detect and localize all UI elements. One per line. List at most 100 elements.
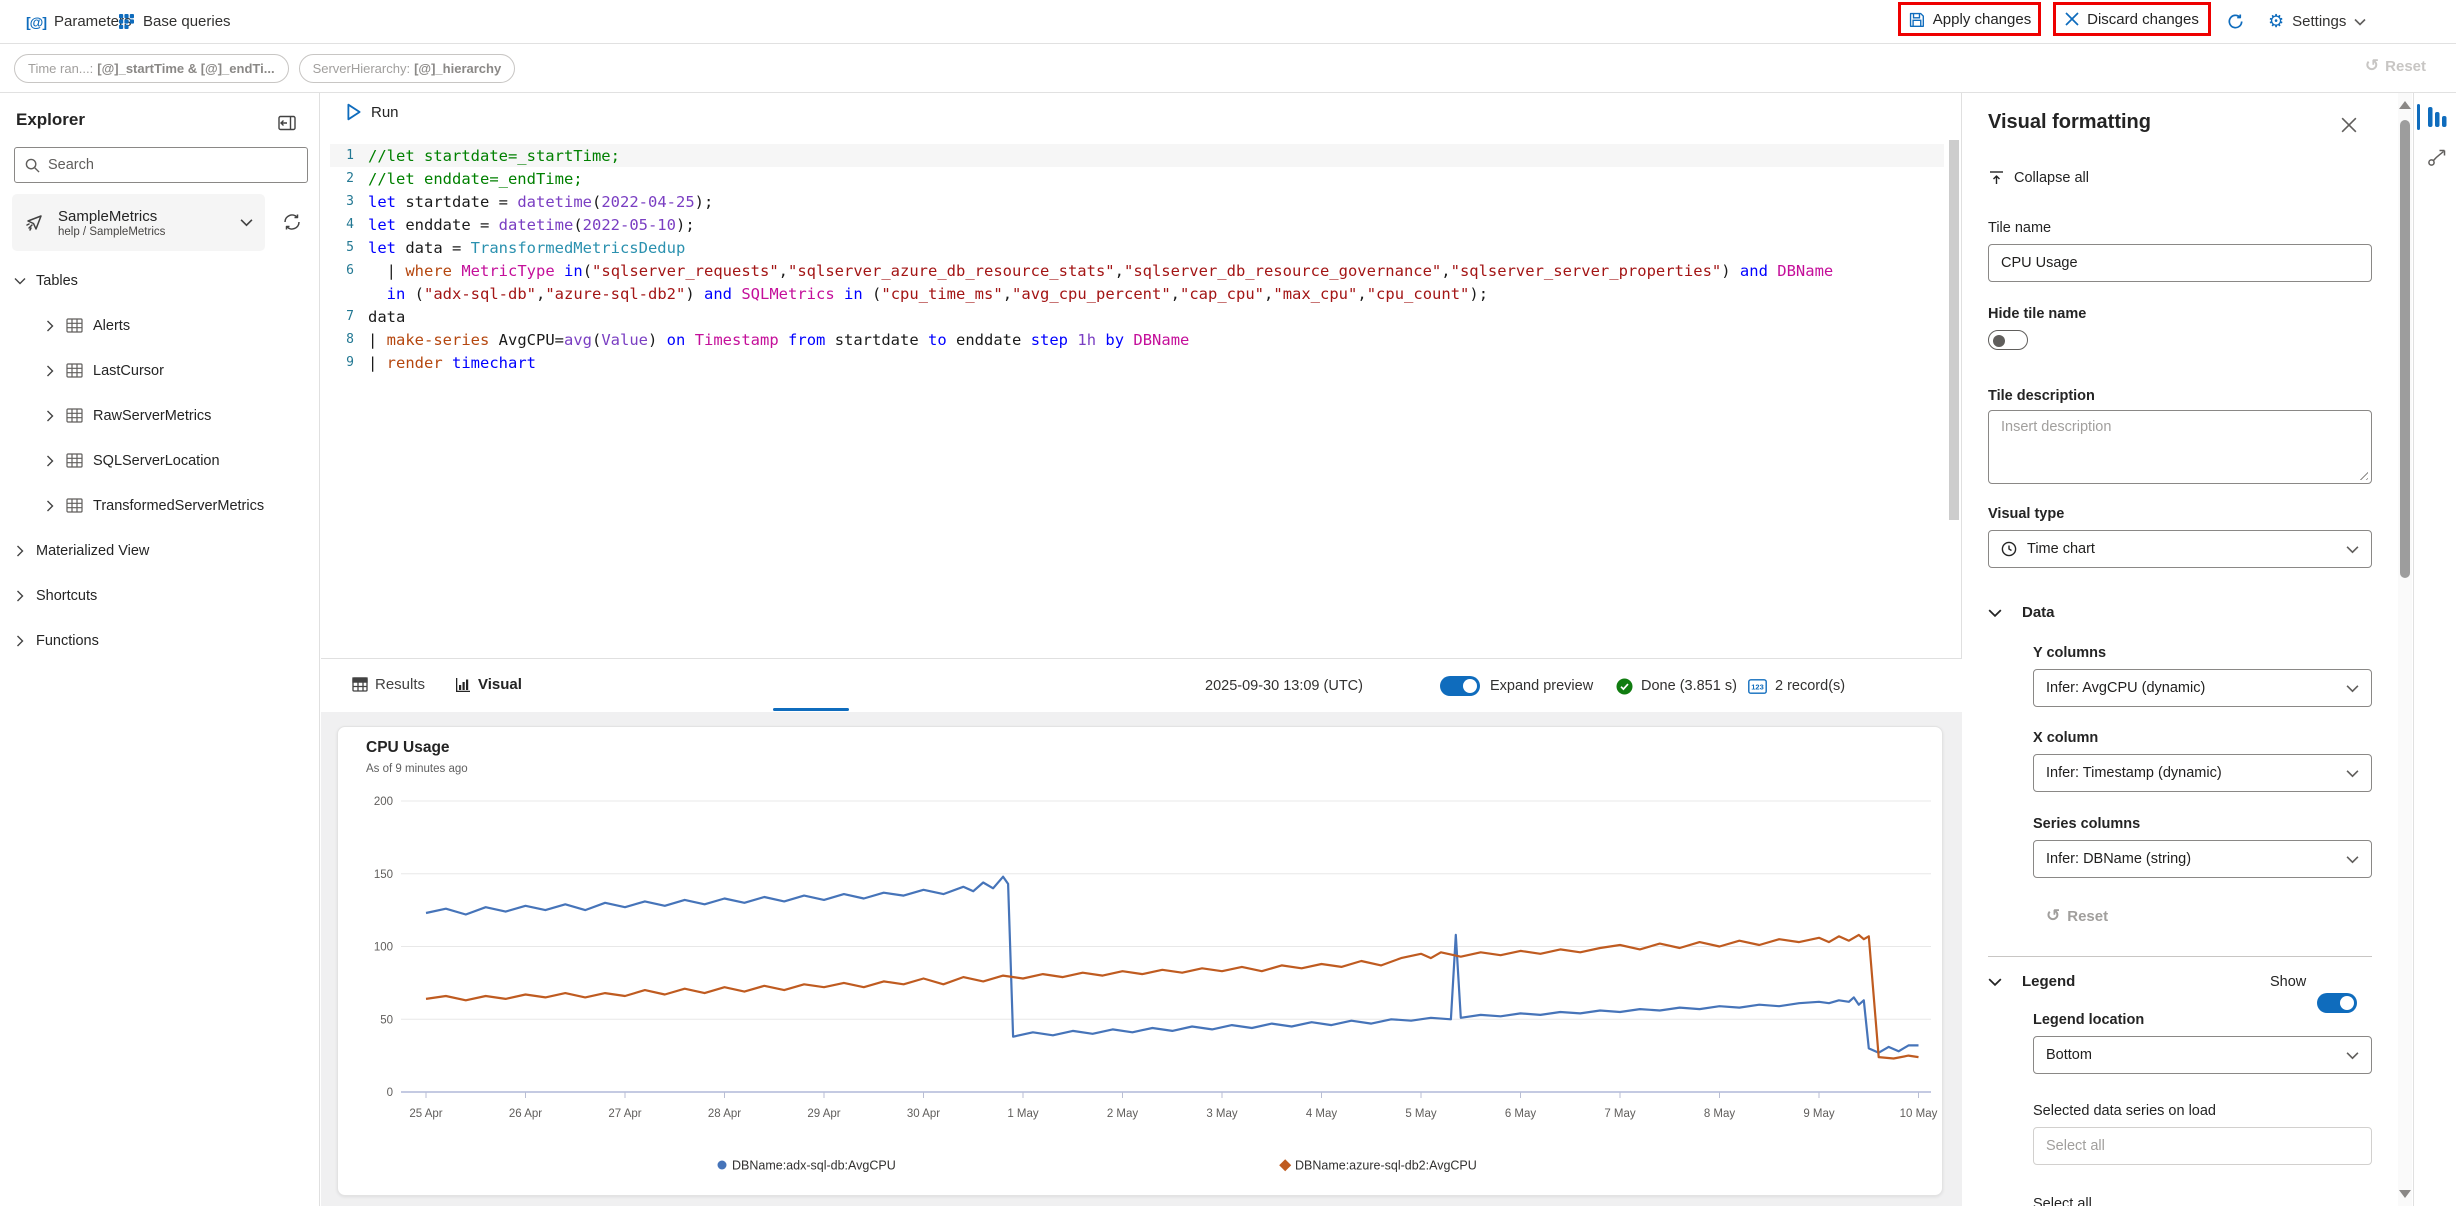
parameters-label: Parameters bbox=[53, 13, 132, 30]
tab-results[interactable]: Results bbox=[352, 676, 425, 693]
sidebar-item-sqlserverlocation[interactable]: SQLServerLocation bbox=[0, 438, 320, 483]
series-line-DBName:adx-sql-db:AvgCPU[interactable] bbox=[425, 875, 1919, 1054]
chevron-down-icon bbox=[2346, 684, 2359, 692]
apply-changes-button[interactable]: Apply changes bbox=[1908, 11, 2031, 28]
line-number: 6 bbox=[346, 263, 354, 278]
explorer-sidebar bbox=[0, 93, 320, 1206]
code-line-1[interactable]: 1//let startdate=_startTime; bbox=[330, 144, 1944, 167]
tab-visual-label: Visual bbox=[478, 676, 522, 693]
chevron-down-icon[interactable] bbox=[240, 218, 253, 227]
code-line-5[interactable]: 5 let data = TransformedMetricsDedup bbox=[330, 236, 1944, 259]
panel-scrollbar-thumb[interactable] bbox=[2400, 120, 2410, 578]
chevron-right-icon[interactable] bbox=[14, 590, 26, 602]
results-toolbar: Results Visual 2025-09-30 13:09 (UTC) Ex… bbox=[321, 658, 1962, 712]
y-columns-dropdown[interactable]: Infer: AvgCPU (dynamic) bbox=[2033, 669, 2372, 707]
legend-location-dropdown[interactable]: Bottom bbox=[2033, 1036, 2372, 1074]
chevron-down-icon bbox=[2346, 855, 2359, 863]
discard-changes-button[interactable]: Discard changes bbox=[2065, 11, 2199, 28]
sidebar-item-functions[interactable]: Functions bbox=[0, 618, 320, 663]
scroll-down-icon[interactable] bbox=[2399, 1190, 2411, 1198]
sidebar-item-transformedservermetrics[interactable]: TransformedServerMetrics bbox=[0, 483, 320, 528]
legend-item-1[interactable]: DBName:azure-sql-db2:AvgCPU bbox=[1279, 1159, 1477, 1173]
chevron-right-icon[interactable] bbox=[14, 545, 26, 557]
parameters-button[interactable]: [@] Parameters bbox=[26, 0, 132, 43]
query-code-editor[interactable]: 1//let startdate=_startTime; 2//let endda… bbox=[330, 144, 1944, 374]
sidebar-item-alerts[interactable]: Alerts bbox=[0, 303, 320, 348]
chevron-right-icon[interactable] bbox=[44, 320, 56, 332]
sidebar-item-materialized-view[interactable]: Materialized View bbox=[0, 528, 320, 573]
series-line-DBName:azure-sql-db2:AvgCPU[interactable] bbox=[425, 933, 1919, 1060]
series-columns-dropdown[interactable]: Infer: DBName (string) bbox=[2033, 840, 2372, 878]
y-tick-label: 0 bbox=[387, 1087, 393, 1099]
hide-tile-name-toggle[interactable] bbox=[1988, 330, 2028, 350]
editor-scrollbar-thumb[interactable] bbox=[1949, 140, 1959, 520]
expand-preview-toggle[interactable] bbox=[1440, 676, 1480, 696]
x-tick-label: 6 May bbox=[1505, 1108, 1537, 1120]
run-button[interactable]: Run bbox=[346, 103, 399, 121]
close-panel-icon[interactable] bbox=[2341, 117, 2357, 133]
refresh-button[interactable] bbox=[2226, 0, 2245, 43]
data-reset-button[interactable]: ↺ Reset bbox=[2046, 906, 2108, 926]
panel-scrollbar[interactable] bbox=[2398, 93, 2412, 1206]
query-timestamp: 2025-09-30 13:09 (UTC) bbox=[1205, 678, 1363, 694]
filter-pill-1[interactable]: ServerHierarchy: [@]_hierarchy bbox=[298, 54, 516, 83]
legend-show-toggle[interactable] bbox=[2317, 993, 2357, 1013]
sidebar-item-shortcuts[interactable]: Shortcuts bbox=[0, 573, 320, 618]
table-icon bbox=[66, 363, 83, 378]
x-column-dropdown[interactable]: Infer: Timestamp (dynamic) bbox=[2033, 754, 2372, 792]
x-tick-label: 9 May bbox=[1803, 1108, 1835, 1120]
code-line-wrap[interactable]: in ("adx-sql-db", "azure-sql-db2") and SQ… bbox=[386, 284, 1489, 303]
filter-reset-button[interactable]: ↺ Reset bbox=[2365, 56, 2426, 76]
code-line-2[interactable]: 2//let enddate=_endTime; bbox=[330, 167, 1944, 190]
chevron-right-icon[interactable] bbox=[44, 365, 56, 377]
legend-section-header[interactable]: Legend bbox=[1988, 973, 2075, 990]
visual-formatting-rail-icon[interactable] bbox=[2427, 106, 2447, 128]
selected-series-input[interactable]: Select all bbox=[2033, 1127, 2372, 1165]
tab-visual[interactable]: Visual bbox=[455, 676, 522, 693]
filter-bar: Time ran...: [@]_startTime & [@]_endTi...… bbox=[0, 44, 2456, 93]
base-queries-button[interactable]: Base queries bbox=[118, 0, 231, 43]
resize-handle[interactable] bbox=[2359, 471, 2368, 480]
line-number: 8 bbox=[346, 332, 354, 347]
tile-description-input[interactable]: Insert description bbox=[1988, 410, 2372, 484]
code-line-7[interactable]: 7 data bbox=[330, 305, 1944, 328]
parameters-icon: [@] bbox=[26, 13, 47, 30]
tile-description-label: Tile description bbox=[1988, 388, 2095, 404]
chevron-right-icon[interactable] bbox=[14, 635, 26, 647]
line-number: 5 bbox=[346, 240, 354, 255]
chevron-right-icon[interactable] bbox=[44, 410, 56, 422]
collapse-sidebar-icon[interactable] bbox=[276, 112, 298, 134]
code-line-3[interactable]: 3 let startdate = datetime(2022-04-25); bbox=[330, 190, 1944, 213]
sidebar-item-tables[interactable]: Tables bbox=[0, 258, 320, 303]
database-selector[interactable]: SampleMetrics help / SampleMetrics bbox=[12, 194, 265, 251]
settings-button[interactable]: ⚙ Settings bbox=[2268, 0, 2366, 43]
sidebar-item-rawservermetrics[interactable]: RawServerMetrics bbox=[0, 393, 320, 438]
tile-name-input[interactable]: CPU Usage bbox=[1988, 244, 2372, 282]
data-section-header[interactable]: Data bbox=[1988, 604, 2055, 621]
legend-item-0[interactable]: DBName:adx-sql-db:AvgCPU bbox=[717, 1159, 896, 1173]
close-icon bbox=[2065, 12, 2079, 26]
chevron-down-icon bbox=[2346, 769, 2359, 777]
editor-scrollbar[interactable] bbox=[1947, 96, 1961, 656]
line-number: 9 bbox=[346, 355, 354, 370]
visual-type-dropdown[interactable]: Time chart bbox=[1988, 530, 2372, 568]
sync-database-icon[interactable] bbox=[281, 211, 303, 233]
code-line-4[interactable]: 4 let enddate = datetime(2022-05-10); bbox=[330, 213, 1944, 236]
search-input[interactable]: Search bbox=[14, 147, 308, 183]
code-line-8[interactable]: 8 | make-series AvgCPU= avg(Value) on Time… bbox=[330, 328, 1944, 351]
code-line-6[interactable]: 6 | where MetricType in("sqlserver_reque… bbox=[330, 259, 1944, 282]
code-line-9[interactable]: 9 | render timechart bbox=[330, 351, 1944, 374]
chevron-right-icon[interactable] bbox=[44, 500, 56, 512]
chevron-down-icon bbox=[2346, 545, 2359, 553]
tree-item-label: TransformedServerMetrics bbox=[93, 497, 265, 514]
interactions-rail-icon[interactable] bbox=[2426, 145, 2449, 168]
filter-pill-0[interactable]: Time ran...: [@]_startTime & [@]_endTi... bbox=[14, 54, 289, 83]
collapse-all-button[interactable]: Collapse all bbox=[1988, 169, 2089, 186]
sidebar-item-lastcursor[interactable]: LastCursor bbox=[0, 348, 320, 393]
pill-label: Time ran...: bbox=[28, 61, 94, 76]
database-icon bbox=[24, 211, 48, 235]
chevron-down-icon[interactable] bbox=[14, 275, 26, 287]
chevron-right-icon[interactable] bbox=[44, 455, 56, 467]
timechart[interactable]: 0 50 100 150 200 25 Apr 26 Apr 27 Apr 28 Apr 29 A… bbox=[338, 727, 1942, 1195]
scroll-up-icon[interactable] bbox=[2399, 101, 2411, 109]
